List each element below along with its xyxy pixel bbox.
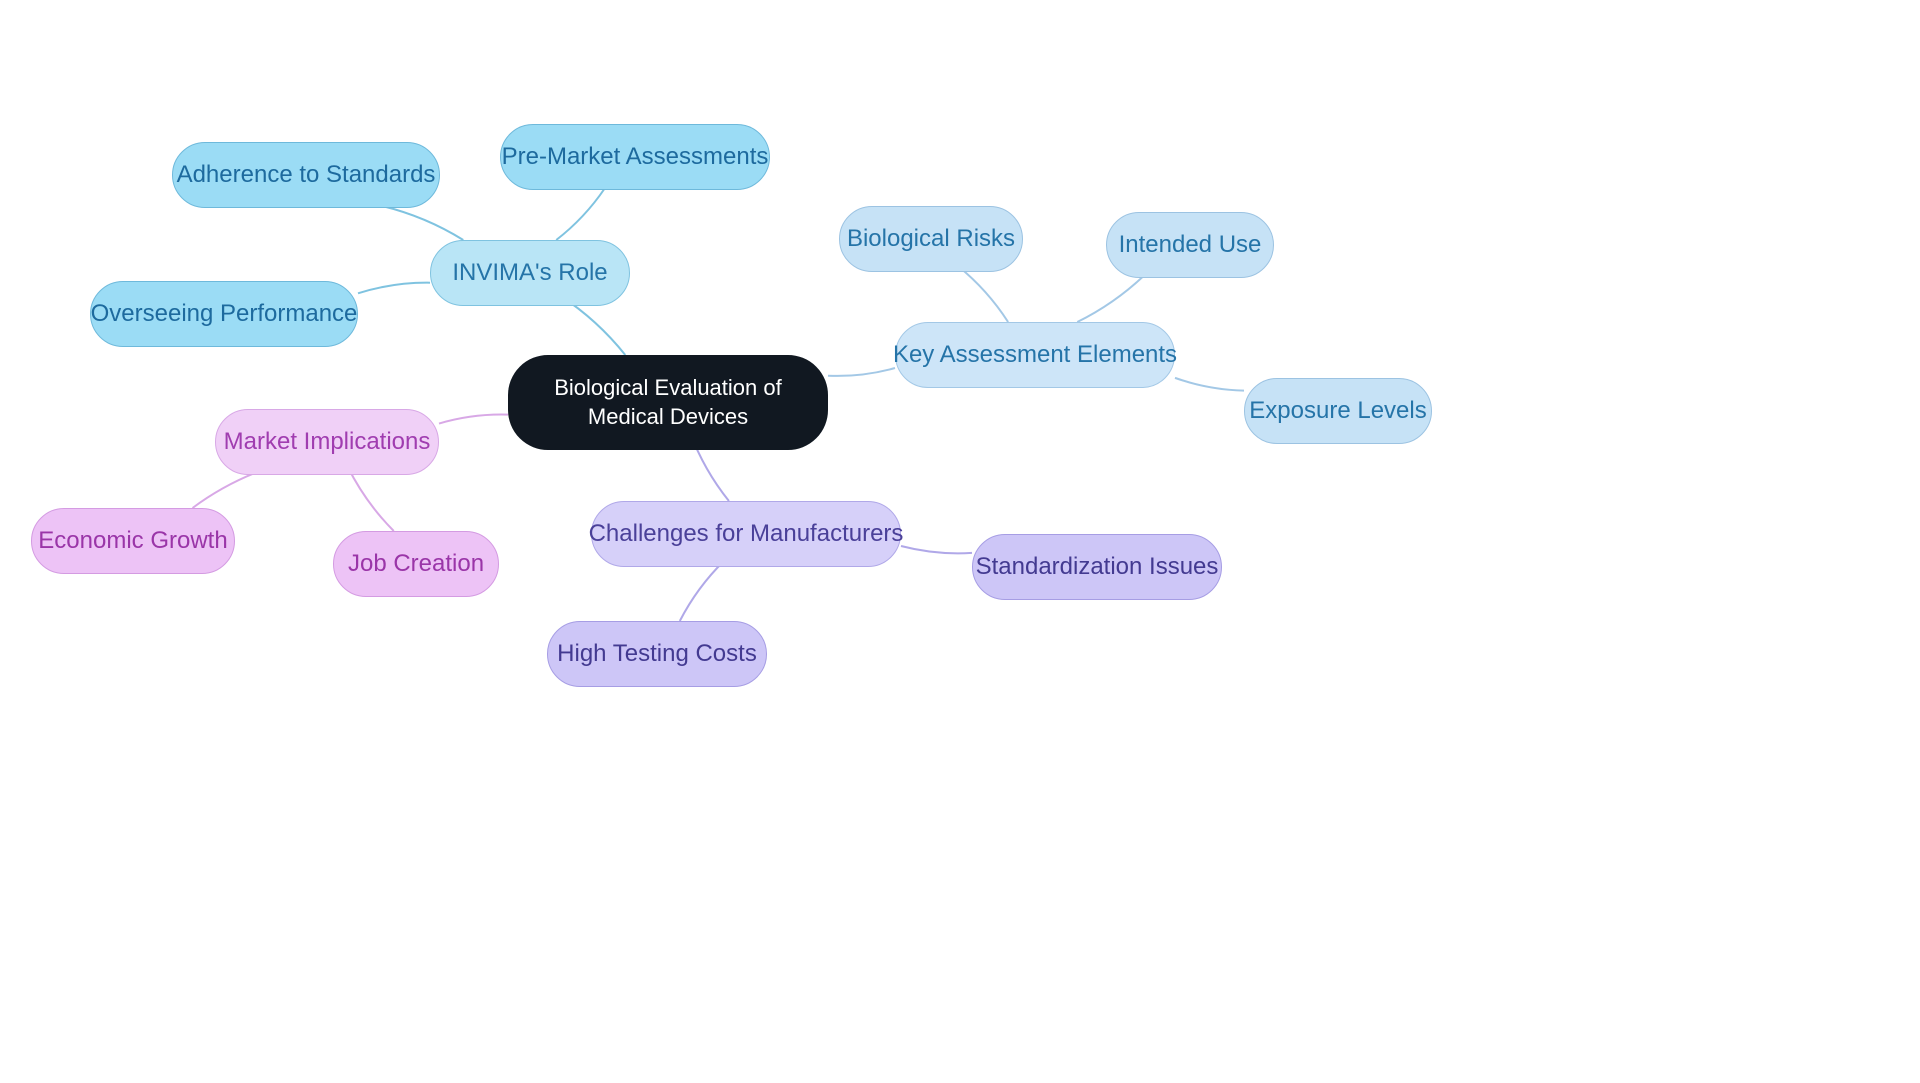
node-challenges: Challenges for Manufacturers bbox=[591, 501, 901, 567]
edge-keyassess-biorisks bbox=[958, 266, 1008, 322]
edge-keyassess-intended bbox=[1077, 272, 1147, 322]
node-center: Biological Evaluation of Medical Devices bbox=[508, 355, 828, 450]
edge-challenges-hightesting bbox=[680, 561, 724, 621]
node-exposure: Exposure Levels bbox=[1244, 378, 1432, 444]
edge-invima-premarket bbox=[556, 188, 605, 240]
node-intended: Intended Use bbox=[1106, 212, 1274, 278]
edge-challenges-standardization bbox=[901, 546, 972, 553]
node-biorisks: Biological Risks bbox=[839, 206, 1023, 272]
node-market: Market Implications bbox=[215, 409, 439, 475]
edge-keyassess-exposure bbox=[1175, 378, 1244, 391]
edge-center-keyassess bbox=[828, 368, 895, 376]
node-standardization: Standardization Issues bbox=[972, 534, 1222, 600]
node-economic: Economic Growth bbox=[31, 508, 235, 574]
edge-market-jobcreation bbox=[348, 467, 394, 531]
node-overseeing: Overseeing Performance bbox=[90, 281, 358, 347]
edge-invima-adherence bbox=[382, 206, 463, 240]
node-keyassess: Key Assessment Elements bbox=[895, 322, 1175, 388]
node-premarket: Pre-Market Assessments bbox=[500, 124, 770, 190]
node-hightesting: High Testing Costs bbox=[547, 621, 767, 687]
edge-invima-overseeing bbox=[358, 283, 430, 294]
node-adherence: Adherence to Standards bbox=[172, 142, 440, 208]
node-jobcreation: Job Creation bbox=[333, 531, 499, 597]
edge-center-market bbox=[439, 415, 508, 424]
node-invima: INVIMA's Role bbox=[430, 240, 630, 306]
